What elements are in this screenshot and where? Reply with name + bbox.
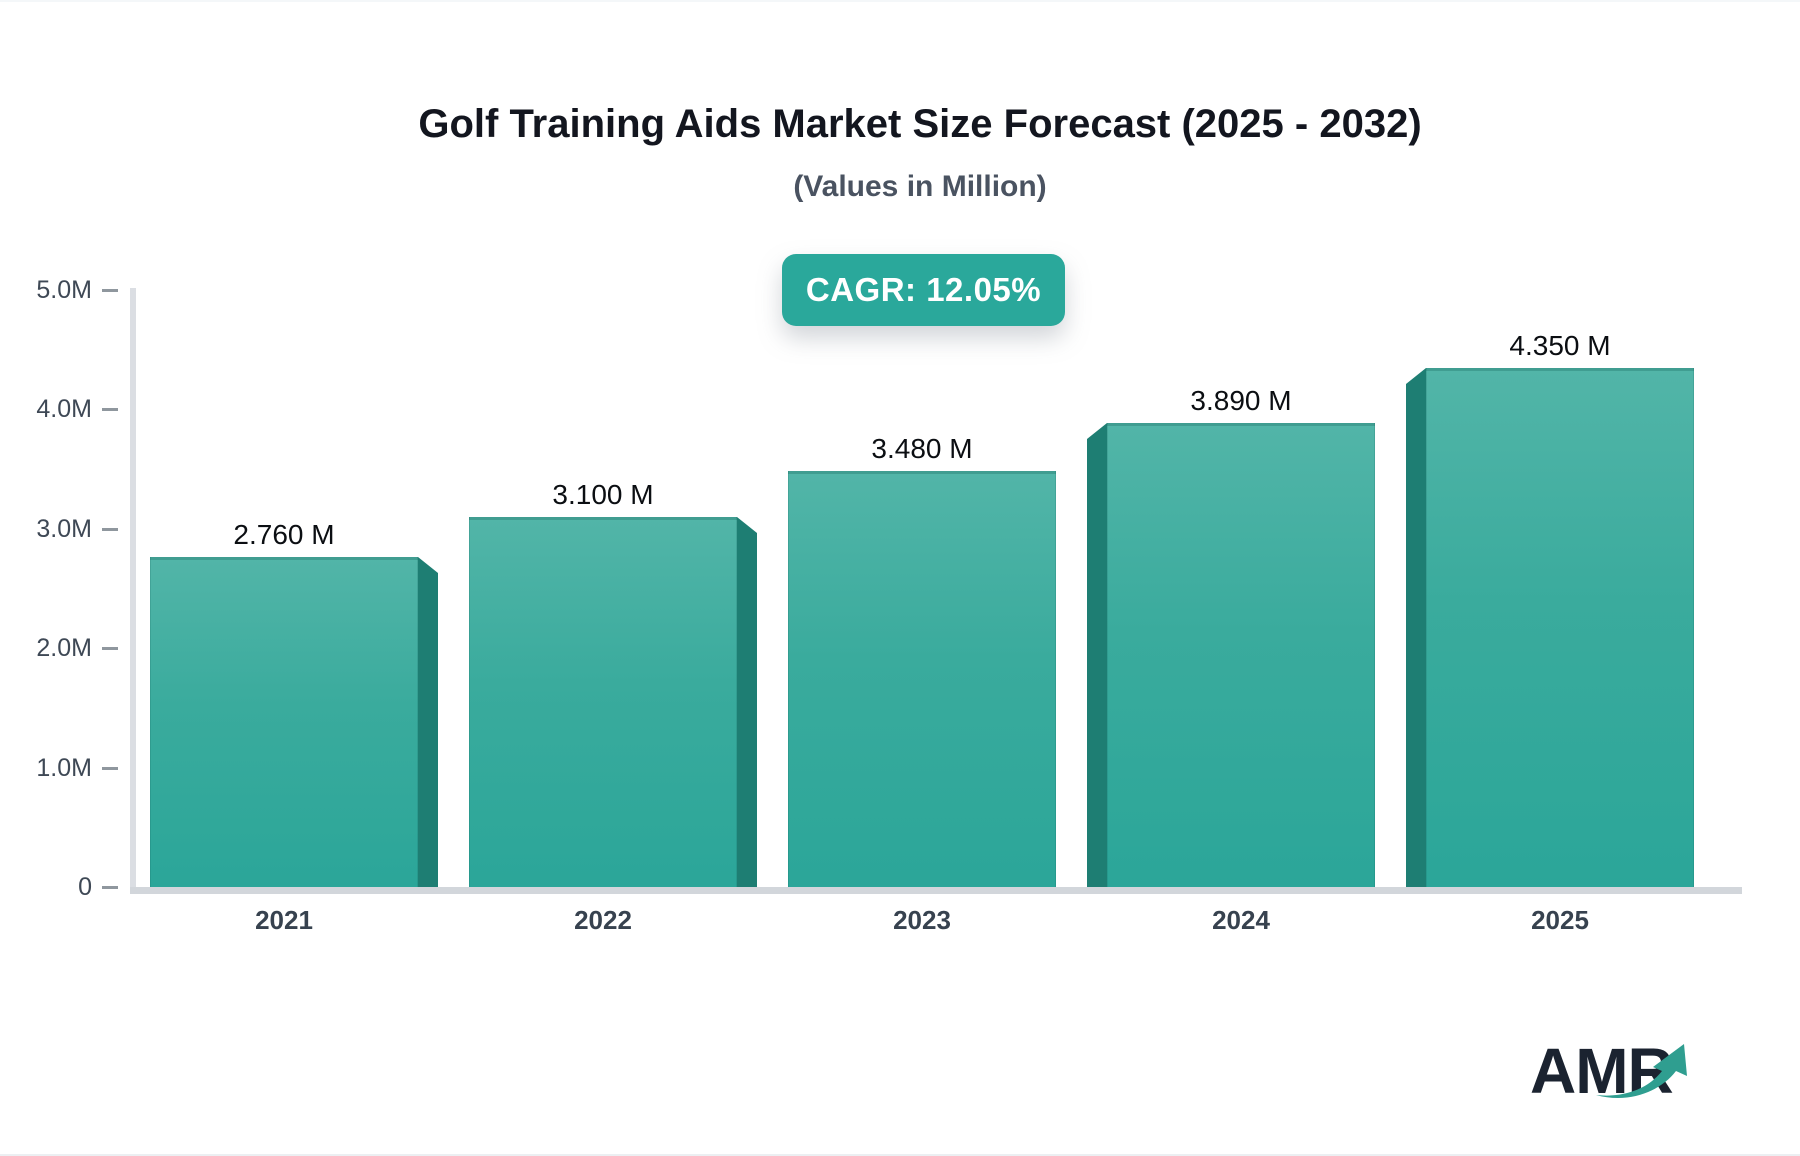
bar-2025 bbox=[1426, 368, 1694, 887]
bar-side-panel bbox=[1087, 423, 1107, 887]
x-axis-tick-label: 2025 bbox=[1531, 905, 1589, 935]
bar-side-panel bbox=[418, 557, 438, 887]
bar-2024 bbox=[1107, 423, 1375, 887]
bar-value-label: 4.350 M bbox=[1509, 330, 1611, 361]
x-axis-tick-label: 2023 bbox=[893, 905, 951, 935]
y-axis-tick-dash bbox=[102, 527, 118, 531]
amr-logo: AMR bbox=[1530, 1034, 1710, 1114]
bar-value-label: 2.760 M bbox=[233, 519, 335, 550]
x-axis-tick-label: 2024 bbox=[1212, 905, 1270, 935]
y-axis-tick-label: 5.0M bbox=[36, 276, 92, 304]
bar-value-label: 3.480 M bbox=[871, 433, 973, 464]
y-axis-tick-dash bbox=[102, 766, 118, 770]
bar-value-label: 3.890 M bbox=[1190, 385, 1292, 416]
bar-2021 bbox=[150, 557, 418, 887]
x-axis-line bbox=[130, 887, 1742, 894]
y-axis-tick-dash bbox=[102, 886, 118, 889]
chart-subtitle: (Values in Million) bbox=[793, 170, 1047, 203]
y-axis-tick-label: 4.0M bbox=[36, 395, 92, 424]
x-axis-tick-label: 2022 bbox=[574, 905, 632, 935]
chart-title: Golf Training Aids Market Size Forecast … bbox=[418, 102, 1422, 146]
bar-2023 bbox=[788, 471, 1056, 887]
bar-2022 bbox=[469, 517, 737, 887]
y-axis-tick-label: 1.0M bbox=[36, 753, 92, 782]
y-axis-tick-dash bbox=[102, 647, 118, 651]
bar-side-panel bbox=[737, 517, 757, 887]
bar-side-panel bbox=[1406, 368, 1426, 887]
bar-value-label: 3.100 M bbox=[552, 479, 654, 510]
cagr-badge: CAGR: 12.05% bbox=[782, 254, 1065, 326]
y-axis-tick-label: 2.0M bbox=[36, 634, 92, 663]
growth-arrow-icon bbox=[1596, 1044, 1687, 1099]
y-axis-tick-dash bbox=[102, 408, 118, 412]
y-axis-tick-label: 0 bbox=[78, 873, 92, 901]
y-axis-tick-label: 3.0M bbox=[36, 514, 92, 543]
y-axis-tick-dash bbox=[102, 289, 118, 292]
y-axis-line bbox=[130, 288, 136, 887]
x-axis-tick-label: 2021 bbox=[255, 905, 313, 935]
amr-logo-text: AMR bbox=[1530, 1035, 1674, 1107]
